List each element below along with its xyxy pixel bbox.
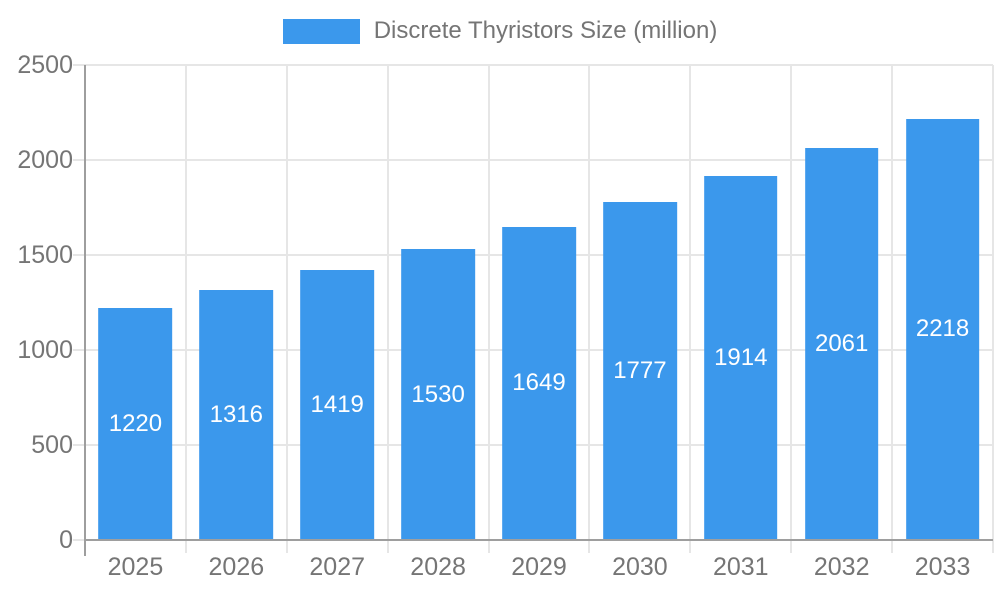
x-tick-label: 2026 [208, 553, 265, 581]
category-cell: 2061 2032 [791, 65, 892, 581]
x-tick-label: 2030 [612, 553, 668, 581]
bar-value-label: 1530 [411, 380, 465, 408]
x-tick-label: 2033 [914, 553, 971, 581]
bar-value-label: 1649 [512, 369, 566, 397]
bar-2028[interactable]: 1530 [401, 249, 475, 540]
plot-area: 0 500 1000 1500 2000 2500 1220 2025 1316 2026 141… [17, 52, 994, 581]
y-tick-label: 1500 [17, 241, 73, 269]
x-gridline [992, 65, 994, 553]
category-cell: 1419 2027 [287, 65, 388, 581]
category-cell: 1220 2025 [85, 65, 186, 581]
bar-2025[interactable]: 1220 [98, 308, 173, 540]
y-tick-label: 2000 [17, 146, 73, 174]
category-cell: 1777 2030 [589, 65, 690, 581]
bar-2033[interactable]: 2218 [905, 118, 980, 540]
x-gridline [386, 65, 389, 553]
bar-2029[interactable]: 1649 [502, 226, 576, 540]
x-axis-line [85, 539, 993, 541]
x-gridline [184, 65, 187, 553]
x-tick-label: 2027 [309, 553, 366, 581]
category-cell: 1316 2026 [186, 65, 287, 581]
category-cell: 2218 2033 [892, 65, 993, 581]
bar-value-label: 1777 [613, 357, 667, 385]
bar-value-label: 1220 [108, 410, 163, 438]
y-tick-label: 2500 [17, 51, 73, 79]
category-cell: 1649 2029 [489, 65, 590, 581]
y-axis-line [84, 65, 86, 556]
bar-2032[interactable]: 2061 [804, 148, 879, 540]
bar-2031[interactable]: 1914 [703, 176, 778, 540]
y-tick-label: 1000 [17, 336, 73, 364]
x-tick-label: 2029 [511, 553, 567, 581]
x-tick-label: 2031 [712, 553, 769, 581]
x-gridline [891, 65, 894, 553]
bar-2026[interactable]: 1316 [199, 289, 274, 540]
x-gridline [487, 65, 490, 553]
category-cell: 1914 2031 [690, 65, 791, 581]
bar-2027[interactable]: 1419 [300, 270, 375, 540]
x-gridline [588, 65, 591, 553]
x-tick-label: 2032 [813, 553, 870, 581]
bar-value-label: 2061 [814, 330, 869, 358]
x-tick-label: 2025 [107, 553, 164, 581]
bar-2030[interactable]: 1777 [603, 202, 677, 540]
legend-label: Discrete Thyristors Size (million) [373, 17, 718, 44]
x-gridline [689, 65, 692, 553]
bar-value-label: 2218 [915, 315, 970, 343]
x-gridline [285, 65, 288, 553]
bar-value-label: 1914 [714, 344, 768, 372]
y-tick-label: 500 [31, 431, 73, 459]
x-tick-label: 2028 [410, 553, 466, 581]
y-tick-label: 0 [59, 526, 73, 554]
y-gridline [73, 159, 993, 161]
bar-value-label: 1419 [310, 391, 364, 419]
legend-swatch [282, 18, 360, 44]
x-gridline [790, 65, 793, 553]
bars-layer: 1220 2025 1316 2026 1419 2027 1530 2028 1649 2029… [85, 65, 993, 581]
category-cell: 1530 2028 [388, 65, 489, 581]
legend-item[interactable]: Discrete Thyristors Size (million) [0, 17, 1000, 45]
y-gridline [73, 64, 993, 66]
bar-value-label: 1316 [209, 400, 264, 428]
